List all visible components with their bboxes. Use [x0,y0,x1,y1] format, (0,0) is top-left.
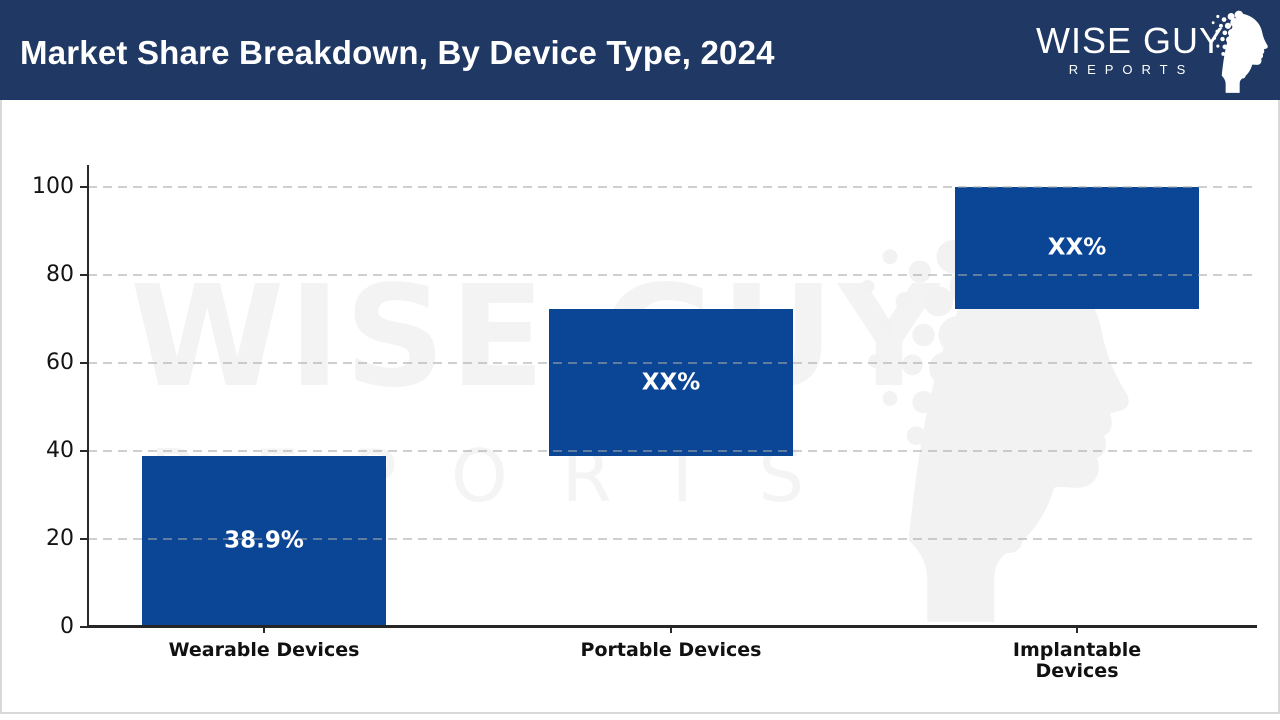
gridline-80 [88,274,1256,276]
bar-implantable-devices [955,187,1199,310]
bar-value-label-wearable-devices: 38.9% [224,527,304,554]
x-tick-mark-wearable-devices [263,628,265,633]
logo-wordmark: WISE GUY REPORTS [1036,20,1225,78]
y-axis-line [87,165,89,627]
category-label-line: Wearable Devices [168,639,360,661]
category-label-implantable-devices: Implantable Devices [1013,640,1141,682]
y-tick-label-100: 100 [32,174,74,199]
gridline-100 [88,186,1256,188]
category-label-line: Portable Devices [580,639,762,661]
category-label-line: Devices [1035,660,1119,682]
x-tick-mark-implantable-devices [1076,628,1078,633]
logo-head-icon [1211,10,1268,93]
page-title: Market Share Breakdown, By Device Type, … [20,34,775,71]
watermark-head-shapes [860,228,1129,622]
x-axis-line [87,625,1257,628]
category-label-wearable-devices: Wearable Devices [169,640,360,661]
logo-reports-text: REPORTS [1068,62,1195,77]
y-tick-label-0: 0 [60,614,74,639]
watermark-head-graphic [860,228,1129,622]
header: Market Share Breakdown, By Device Type, … [0,0,1280,100]
bar-value-label-portable-devices: XX% [641,369,701,396]
logo-head-shapes [1211,10,1268,93]
y-tick-label-80: 80 [46,262,74,287]
watermark-wordmark: WISE GUY [130,256,944,419]
category-label-line: Implantable [1012,639,1142,661]
logo-wiseguy-text: WISE GUY [1036,20,1225,61]
bar-portable-devices [549,309,793,456]
y-tick-label-40: 40 [46,438,74,463]
y-tick-mark-40 [80,450,87,452]
y-tick-mark-60 [80,362,87,364]
bar-value-label-implantable-devices: XX% [1047,234,1107,261]
x-tick-mark-portable-devices [670,628,672,633]
category-label-portable-devices: Portable Devices [581,640,762,661]
gridline-40 [88,450,1256,452]
y-tick-mark-80 [80,274,87,276]
y-tick-mark-20 [80,538,87,540]
y-tick-label-60: 60 [46,350,74,375]
y-tick-mark-0 [80,626,87,628]
y-tick-label-20: 20 [46,526,74,551]
y-tick-mark-100 [80,186,87,188]
gridline-60 [88,362,1256,364]
gridline-20 [88,538,1256,540]
bar-wearable-devices [142,455,386,627]
